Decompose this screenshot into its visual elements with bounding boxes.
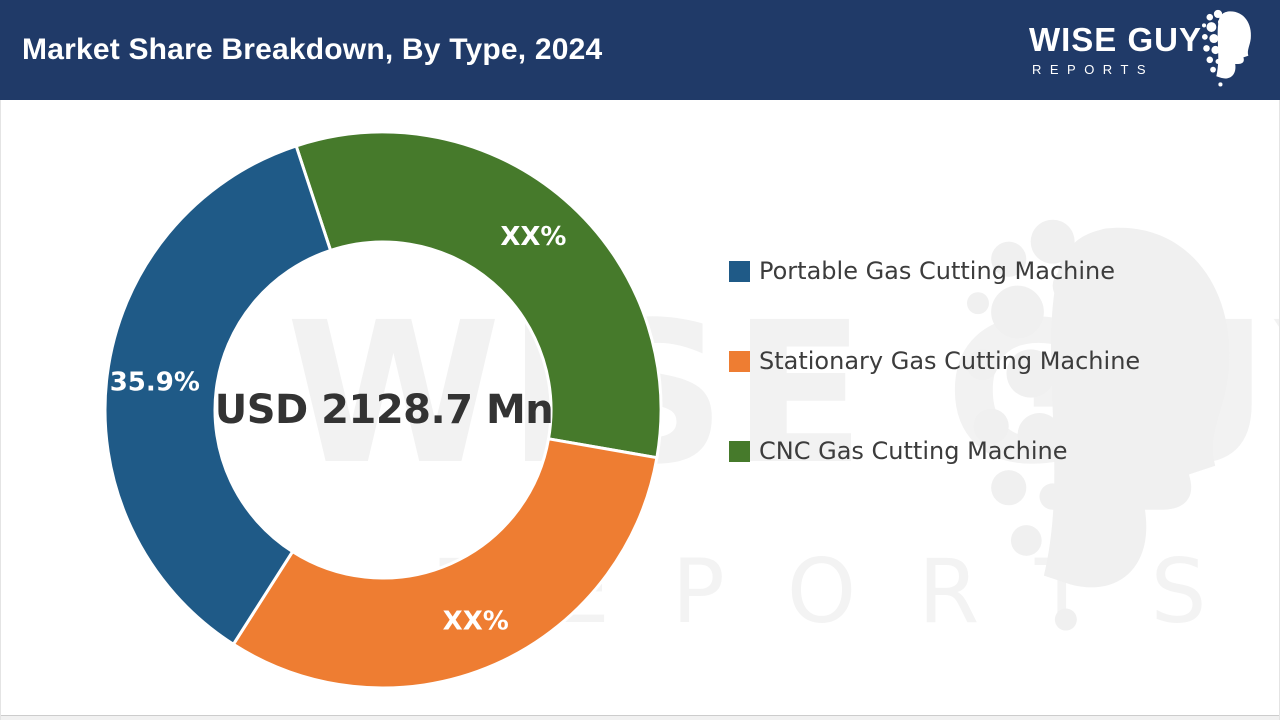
donut-center-value: USD 2128.7 Mn bbox=[214, 387, 554, 433]
legend-item-cnc: CNC Gas Cutting Machine bbox=[729, 436, 1140, 466]
legend-swatch-portable bbox=[729, 260, 750, 282]
bottom-border bbox=[1, 715, 1279, 720]
legend-swatch-stationary bbox=[729, 350, 750, 372]
donut-segment bbox=[231, 437, 659, 690]
logo-wordmark: WISE GUY bbox=[1028, 21, 1202, 58]
logo-text-block: WISE GUY REPORTS bbox=[1029, 23, 1202, 77]
legend-label-stationary: Stationary Gas Cutting Machine bbox=[759, 347, 1141, 375]
segment-value-label: XX% bbox=[500, 222, 566, 252]
page-title: Market Share Breakdown, By Type, 2024 bbox=[22, 33, 603, 66]
donut-segment bbox=[103, 144, 333, 646]
segment-value-label: 35.9% bbox=[110, 367, 200, 397]
legend-label-cnc: CNC Gas Cutting Machine bbox=[759, 437, 1068, 465]
legend-label-portable: Portable Gas Cutting Machine bbox=[759, 257, 1116, 285]
chart-area: WISE GUY REPORTS XX%XX%35.9% USD 2128.7 … bbox=[0, 100, 1280, 720]
logo-face-icon bbox=[1201, 9, 1251, 87]
wise-guy-logo: WISE GUY REPORTS bbox=[1029, 9, 1266, 91]
header-bar: Market Share Breakdown, By Type, 2024 WI… bbox=[0, 0, 1280, 100]
watermark-face bbox=[966, 219, 1230, 631]
donut-chart: XX% XX% 35.9% bbox=[103, 130, 663, 690]
legend-item-stationary: Stationary Gas Cutting Machine bbox=[729, 346, 1140, 376]
legend: Portable Gas Cutting Machine Stationary … bbox=[729, 256, 1140, 526]
donut-segment bbox=[294, 130, 663, 460]
legend-item-portable: Portable Gas Cutting Machine bbox=[729, 256, 1140, 286]
legend-swatch-cnc bbox=[729, 440, 750, 462]
segment-value-label: XX% bbox=[443, 606, 509, 636]
logo-subtext: REPORTS bbox=[1031, 62, 1155, 77]
